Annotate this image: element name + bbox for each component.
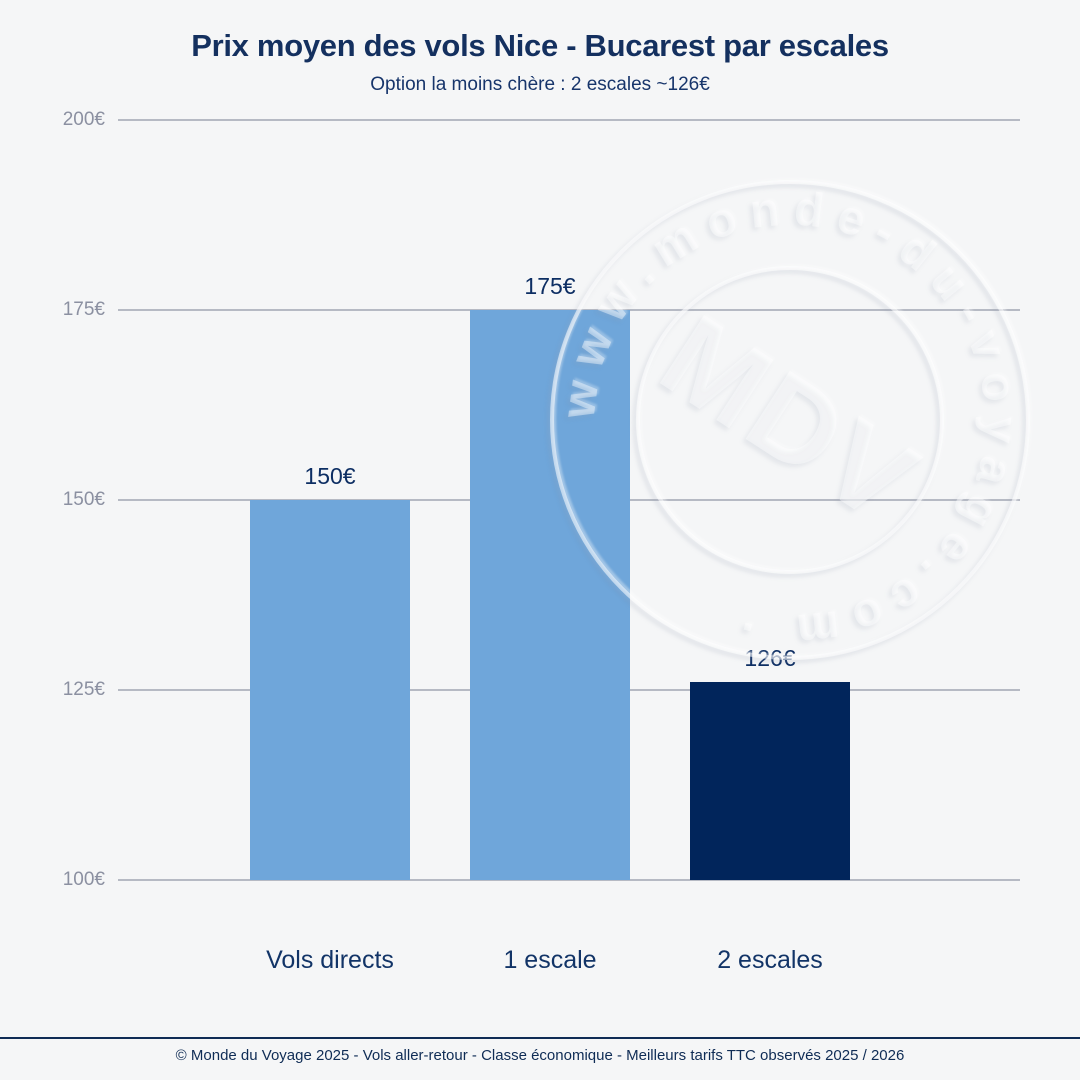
chart-title: Prix moyen des vols Nice - Bucarest par … <box>191 28 889 63</box>
category-label-2-escales: 2 escales <box>717 946 823 974</box>
bar-vols-directs <box>250 500 410 880</box>
ytick-label-150: 150€ <box>62 489 105 510</box>
value-label-1-escale: 175€ <box>524 273 576 299</box>
footer-credit: © Monde du Voyage 2025 - Vols aller-reto… <box>175 1047 905 1064</box>
bar-1-escale <box>470 310 630 880</box>
footer-divider <box>0 1037 1080 1039</box>
bar-2-escales <box>690 682 850 880</box>
chart-subtitle: Option la moins chère : 2 escales ~126€ <box>370 74 710 95</box>
ytick-label-125: 125€ <box>62 679 105 700</box>
category-label-vols-directs: Vols directs <box>266 946 394 974</box>
ytick-label-100: 100€ <box>62 869 105 890</box>
category-label-1-escale: 1 escale <box>503 946 597 974</box>
gridline-200 <box>118 119 1020 121</box>
value-label-2-escales: 126€ <box>744 645 796 672</box>
ytick-label-200: 200€ <box>62 109 105 130</box>
value-label-vols-directs: 150€ <box>304 463 356 489</box>
ytick-label-175: 175€ <box>62 299 105 320</box>
gridline-100 <box>118 879 1020 881</box>
